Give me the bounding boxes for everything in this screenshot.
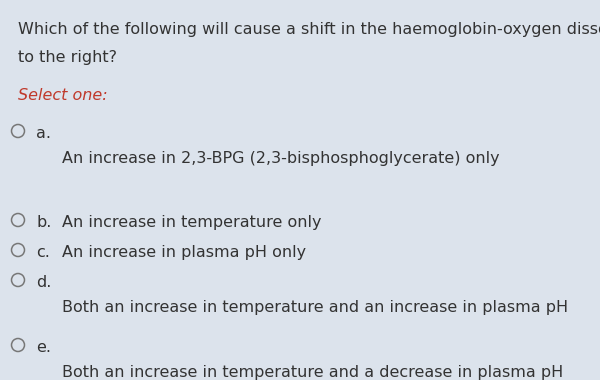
Text: Both an increase in temperature and a decrease in plasma pH: Both an increase in temperature and a de… bbox=[62, 365, 563, 380]
Text: An increase in 2,3-BPG (2,3-bisphosphoglycerate) only: An increase in 2,3-BPG (2,3-bisphosphogl… bbox=[62, 151, 500, 166]
Text: An increase in plasma pH only: An increase in plasma pH only bbox=[62, 245, 306, 260]
Text: b.: b. bbox=[36, 215, 52, 230]
Text: a.: a. bbox=[36, 126, 51, 141]
Text: Select one:: Select one: bbox=[18, 88, 107, 103]
Text: e.: e. bbox=[36, 340, 51, 355]
Text: Which of the following will cause a shift in the haemoglobin-oxygen dissociation: Which of the following will cause a shif… bbox=[18, 22, 600, 37]
Text: An increase in temperature only: An increase in temperature only bbox=[62, 215, 322, 230]
Text: c.: c. bbox=[36, 245, 50, 260]
Text: to the right?: to the right? bbox=[18, 50, 117, 65]
Text: d.: d. bbox=[36, 275, 52, 290]
Text: Both an increase in temperature and an increase in plasma pH: Both an increase in temperature and an i… bbox=[62, 300, 568, 315]
